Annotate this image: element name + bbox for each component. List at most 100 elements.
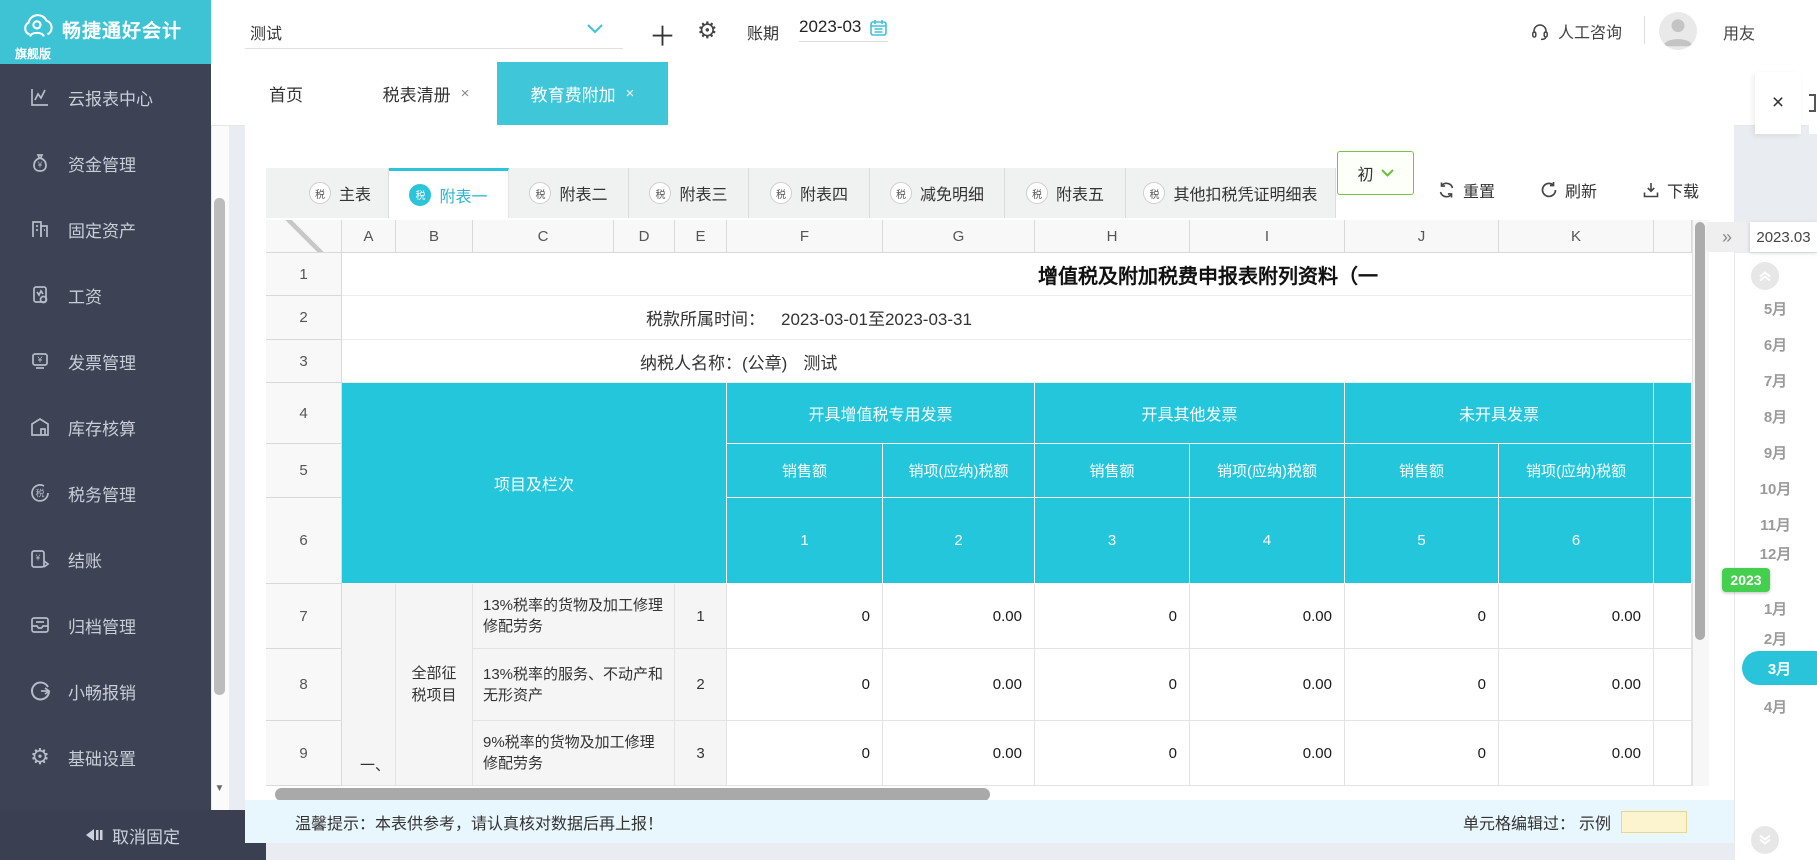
horizontal-scrollbar-thumb[interactable] — [275, 788, 990, 801]
value-cell[interactable]: 0 — [727, 584, 883, 649]
reset-button[interactable]: 重置 — [1437, 178, 1495, 202]
sidebar-item-invoices[interactable]: ¥ 发票管理 — [0, 328, 211, 394]
sheet-tab-reduction-detail[interactable]: 税 减免明细 — [870, 168, 1005, 218]
sheet-title-cell[interactable]: 增值税及附加税费申报表附列资料（一 — [342, 253, 1692, 296]
row-header[interactable]: 7 — [266, 584, 342, 649]
col-header[interactable]: F — [727, 220, 883, 253]
refresh-button[interactable]: 刷新 — [1540, 178, 1597, 202]
value-cell[interactable]: 0 — [1035, 649, 1190, 721]
chevron-down-icon[interactable] — [587, 24, 603, 34]
col-header[interactable]: J — [1345, 220, 1499, 253]
value-cell[interactable]: 0.00 — [883, 649, 1035, 721]
partial-button[interactable] — [1809, 72, 1817, 134]
value-cell[interactable]: 0 — [727, 721, 883, 786]
sidebar-item-funds[interactable]: ¥ 资金管理 — [0, 130, 211, 196]
col-header-partial[interactable] — [1654, 220, 1692, 253]
col-header[interactable]: B — [396, 220, 473, 253]
months-scroll-up-button[interactable] — [1751, 262, 1779, 290]
row-header[interactable]: 5 — [266, 444, 342, 498]
value-cell[interactable]: 0.00 — [883, 584, 1035, 649]
value-cell[interactable]: 0 — [1035, 584, 1190, 649]
download-button[interactable]: 下载 — [1642, 178, 1699, 202]
tab-education-surcharge[interactable]: 教育费附加 × — [497, 62, 668, 125]
group-cell[interactable]: 全部征税项目 — [396, 584, 473, 786]
row-header[interactable]: 3 — [266, 340, 342, 383]
months-scroll-down-button[interactable] — [1751, 826, 1779, 854]
value-cell[interactable]: 0.00 — [1499, 649, 1654, 721]
sidebar-item-reimburse[interactable]: 小畅报销 — [0, 658, 211, 724]
row-header[interactable]: 8 — [266, 649, 342, 721]
item-name-cell[interactable]: 13%税率的货物及加工修理修配劳务 — [473, 584, 675, 649]
sidebar-item-partial[interactable] — [0, 790, 211, 810]
col-header[interactable]: D — [614, 220, 675, 253]
row-header[interactable]: 1 — [266, 253, 342, 296]
sheet-tab-appendix2[interactable]: 税 附表二 — [509, 168, 629, 218]
month-item[interactable]: 7月 — [1763, 373, 1788, 390]
value-cell[interactable]: 0.00 — [1499, 721, 1654, 786]
sidebar-item-closing[interactable]: ¥ 结账 — [0, 526, 211, 592]
sheet-tab-appendix5[interactable]: 税 附表五 — [1005, 168, 1126, 218]
category-cell[interactable]: 一、 — [342, 584, 396, 786]
row-header[interactable]: 6 — [266, 498, 342, 584]
month-item[interactable]: 4月 — [1763, 699, 1788, 716]
sheet-tab-other-certificates[interactable]: 税 其他扣税凭证明细表 — [1126, 168, 1336, 218]
month-item[interactable]: 11月 — [1760, 517, 1791, 534]
seq-cell[interactable]: 1 — [675, 584, 727, 649]
item-name-cell[interactable]: 9%税率的货物及加工修理修配劳务 — [473, 721, 675, 786]
sheet-tab-appendix3[interactable]: 税 附表三 — [629, 168, 749, 218]
sidebar-item-fixed-assets[interactable]: 固定资产 — [0, 196, 211, 262]
row-header[interactable]: 9 — [266, 721, 342, 786]
col-header[interactable]: K — [1499, 220, 1654, 253]
unpin-sidebar-button[interactable]: 取消固定 — [0, 810, 266, 860]
col-header[interactable]: H — [1035, 220, 1190, 253]
sheet-tab-appendix1[interactable]: 税 附表一 — [389, 168, 509, 218]
value-cell[interactable]: 0.00 — [1499, 584, 1654, 649]
month-item[interactable]: 12月 — [1759, 546, 1792, 563]
value-cell[interactable]: 0 — [1345, 649, 1499, 721]
value-cell[interactable]: 0.00 — [1190, 584, 1345, 649]
sidebar-item-archive[interactable]: 归档管理 — [0, 592, 211, 658]
sidebar-scrollbar-thumb[interactable] — [214, 198, 225, 695]
value-cell[interactable]: 0 — [1345, 721, 1499, 786]
month-item[interactable]: 6月 — [1763, 337, 1788, 354]
tab-tax-register[interactable]: 税表清册 × — [361, 62, 491, 125]
tab-home[interactable]: 首页 — [241, 62, 331, 125]
month-item[interactable]: 5月 — [1763, 301, 1788, 318]
item-name-cell[interactable]: 13%税率的服务、不动产和无形资产 — [473, 649, 675, 721]
col-header[interactable]: E — [675, 220, 727, 253]
sheet-tab-main[interactable]: 税 主表 — [292, 168, 389, 218]
app-logo[interactable]: 畅捷通好会计 旗舰版 — [0, 0, 211, 64]
sidebar-scroll-down-icon[interactable]: ▼ — [214, 783, 225, 794]
seq-cell[interactable]: 3 — [675, 721, 727, 786]
month-item-active[interactable]: 3月 — [1742, 651, 1817, 685]
username[interactable]: 用友 — [1722, 26, 1755, 43]
col-header[interactable]: A — [342, 220, 396, 253]
gear-icon[interactable]: ⚙ — [697, 17, 718, 43]
sidebar-item-inventory[interactable]: 库存核算 — [0, 394, 211, 460]
sidebar-item-tax[interactable]: 税 税务管理 — [0, 460, 211, 526]
col-header[interactable]: C — [473, 220, 614, 253]
col-header[interactable]: I — [1190, 220, 1345, 253]
seq-cell[interactable]: 2 — [675, 649, 727, 721]
sidebar-item-settings[interactable]: ⚙ 基础设置 — [0, 724, 211, 790]
value-cell[interactable]: 0.00 — [1190, 649, 1345, 721]
period-picker[interactable]: 2023-03 — [799, 17, 889, 42]
value-cell-partial[interactable] — [1654, 721, 1692, 786]
row-header[interactable]: 4 — [266, 383, 342, 444]
value-cell-partial[interactable] — [1654, 649, 1692, 721]
opening-dropdown-button[interactable]: 初 — [1337, 151, 1414, 195]
taxpayer-cell[interactable]: 纳税人名称：(公章) 测试 — [342, 340, 1692, 383]
close-icon[interactable]: × — [625, 85, 635, 102]
month-item[interactable]: 9月 — [1763, 445, 1788, 462]
avatar[interactable] — [1659, 12, 1697, 50]
month-item[interactable]: 1月 — [1763, 601, 1788, 618]
current-period-box[interactable]: 2023.03 — [1750, 222, 1817, 252]
company-select[interactable]: 测试 — [250, 26, 283, 43]
row-header[interactable]: 2 — [266, 296, 342, 340]
value-cell[interactable]: 0 — [1345, 584, 1499, 649]
close-icon[interactable]: × — [460, 85, 470, 102]
value-cell[interactable]: 0 — [727, 649, 883, 721]
close-all-button[interactable]: × — [1755, 72, 1801, 134]
sidebar-item-cloud-reports[interactable]: 云报表中心 — [0, 64, 211, 130]
month-item[interactable]: 10月 — [1759, 481, 1792, 498]
